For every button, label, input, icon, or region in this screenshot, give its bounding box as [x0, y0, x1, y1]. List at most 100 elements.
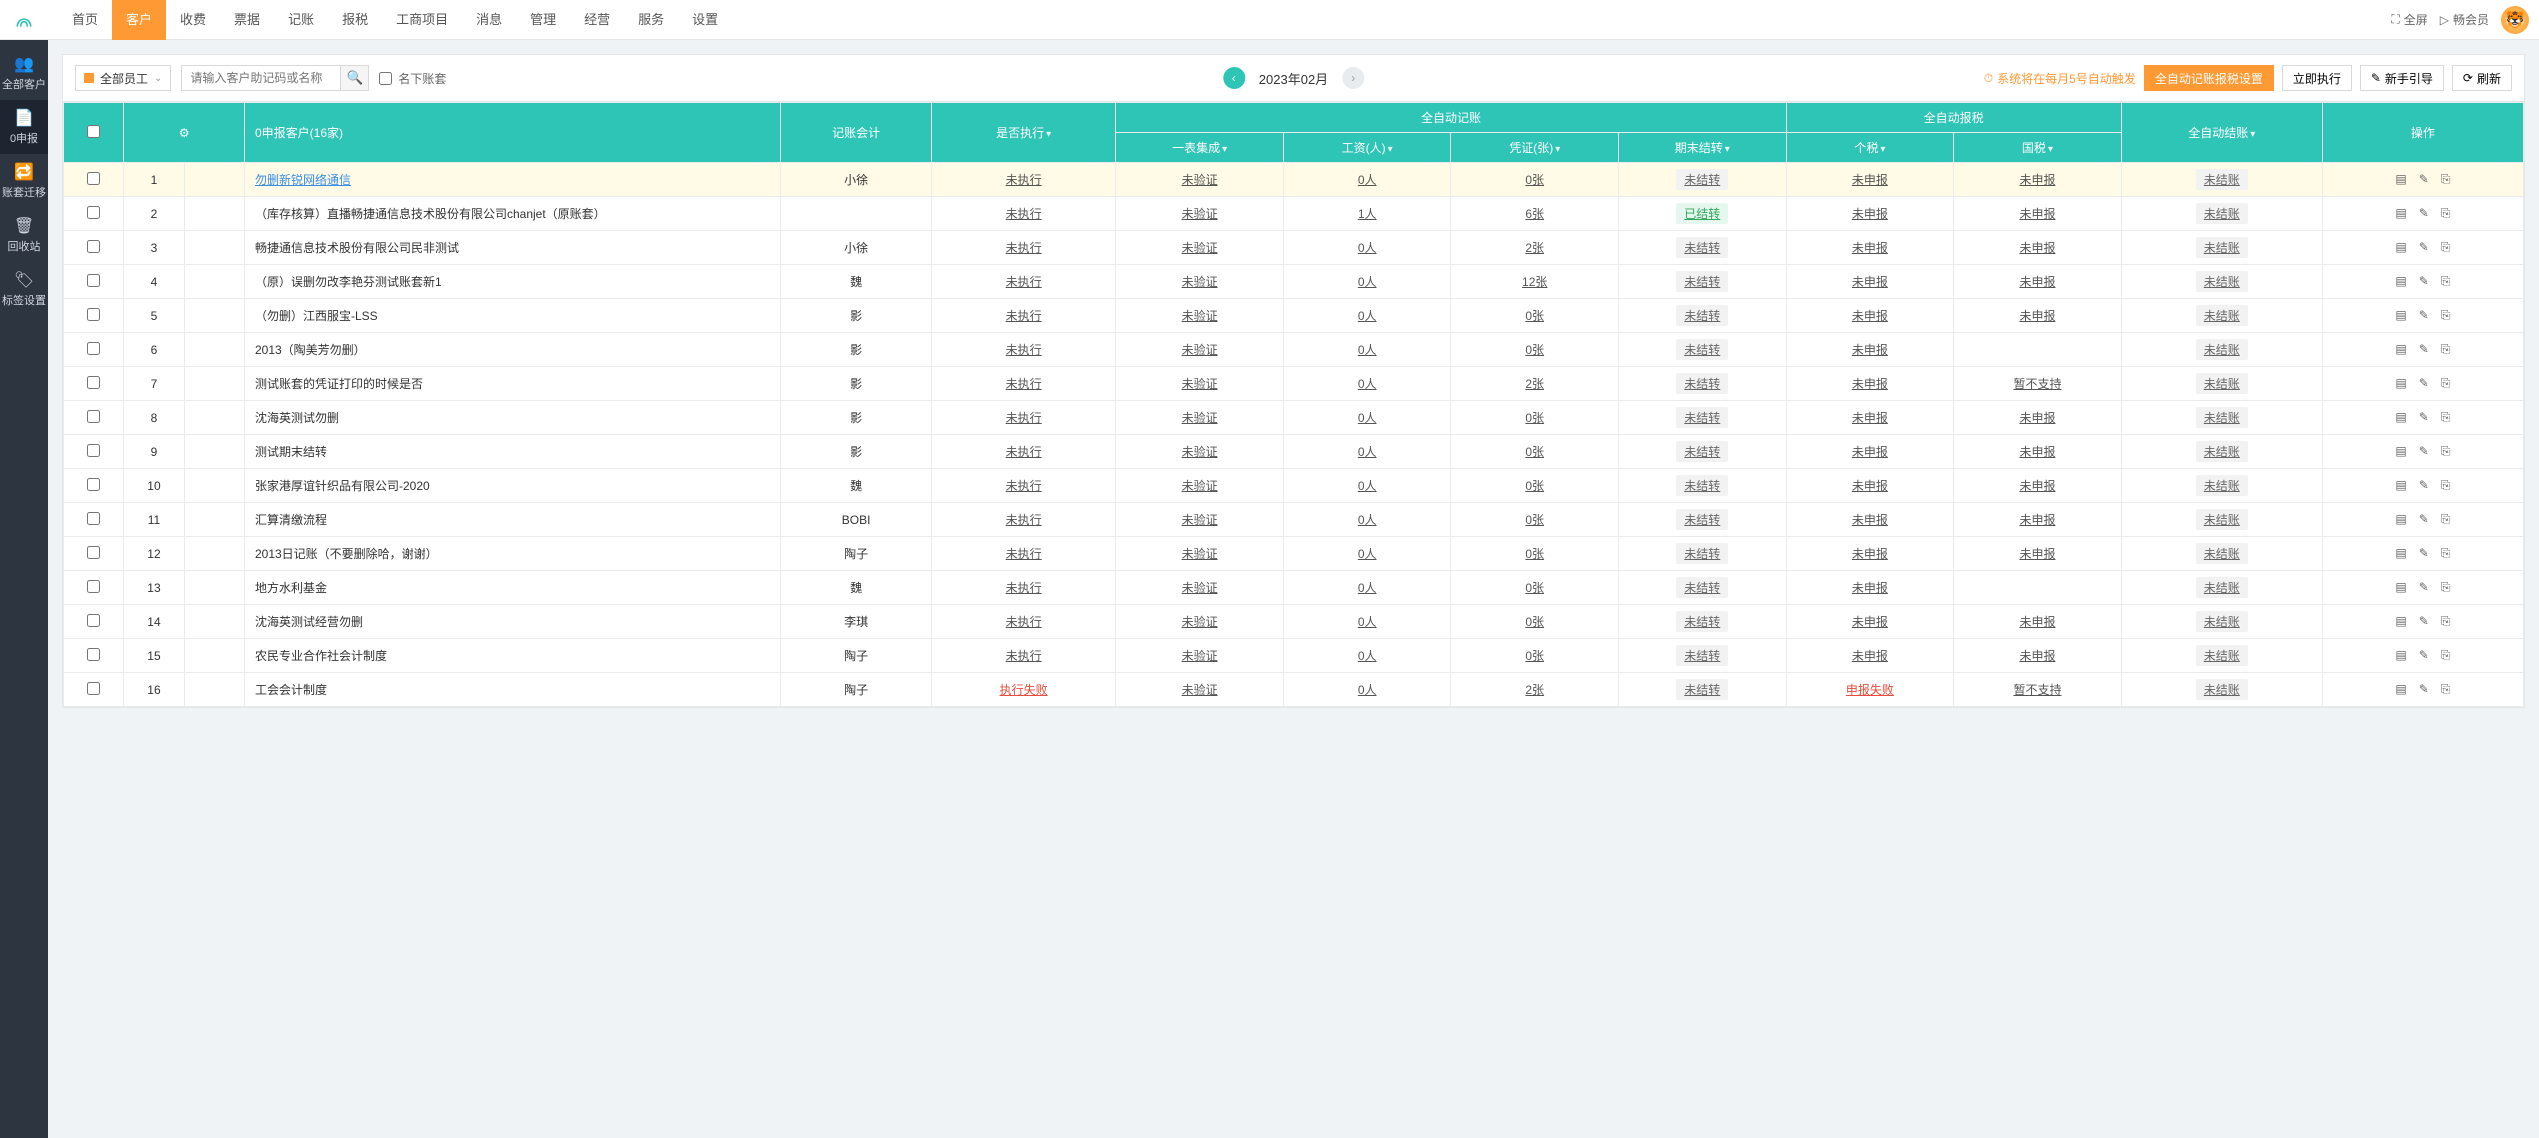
op-edit-icon[interactable]: ✎ — [2419, 648, 2429, 663]
row-checkbox[interactable] — [87, 376, 100, 389]
row-checkbox[interactable] — [87, 546, 100, 559]
row-checkbox[interactable] — [87, 512, 100, 525]
op-view-icon[interactable]: ▤ — [2395, 546, 2406, 561]
settle-cell[interactable]: 未结账 — [2196, 577, 2248, 598]
salary-cell[interactable]: 0人 — [1358, 581, 1377, 595]
op-export-icon[interactable]: ⎘ — [2441, 376, 2451, 391]
col-voucher[interactable]: 凭证(张)▾ — [1451, 133, 1619, 163]
ntax-cell[interactable]: 未申报 — [2019, 309, 2055, 323]
voucher-cell[interactable]: 0张 — [1525, 615, 1544, 629]
ptax-cell[interactable]: 未申报 — [1852, 479, 1888, 493]
salary-cell[interactable]: 0人 — [1358, 173, 1377, 187]
exec-cell[interactable]: 未执行 — [1006, 275, 1042, 289]
integrate-cell[interactable]: 未验证 — [1182, 581, 1218, 595]
col-salary[interactable]: 工资(人)▾ — [1283, 133, 1451, 163]
ptax-cell[interactable]: 未申报 — [1852, 207, 1888, 221]
exec-cell[interactable]: 未执行 — [1006, 411, 1042, 425]
op-view-icon[interactable]: ▤ — [2395, 444, 2406, 459]
ptax-cell[interactable]: 未申报 — [1852, 445, 1888, 459]
op-export-icon[interactable]: ⎘ — [2441, 478, 2451, 493]
ntax-cell[interactable]: 未申报 — [2019, 275, 2055, 289]
nav-item-11[interactable]: 设置 — [678, 0, 732, 40]
ntax-cell[interactable]: 未申报 — [2019, 173, 2055, 187]
row-checkbox[interactable] — [87, 410, 100, 423]
voucher-cell[interactable]: 2张 — [1525, 377, 1544, 391]
salary-cell[interactable]: 0人 — [1358, 683, 1377, 697]
op-edit-icon[interactable]: ✎ — [2419, 172, 2429, 187]
ntax-cell[interactable]: 未申报 — [2019, 207, 2055, 221]
voucher-cell[interactable]: 6张 — [1525, 207, 1544, 221]
col-ptax[interactable]: 个税▾ — [1786, 133, 1954, 163]
ptax-cell[interactable]: 未申报 — [1852, 343, 1888, 357]
settle-cell[interactable]: 未结账 — [2196, 407, 2248, 428]
settle-cell[interactable]: 未结账 — [2196, 203, 2248, 224]
period-end-cell[interactable]: 已结转 — [1676, 203, 1728, 224]
exec-cell[interactable]: 执行失败 — [1000, 683, 1048, 697]
op-edit-icon[interactable]: ✎ — [2419, 206, 2429, 221]
settle-cell[interactable]: 未结账 — [2196, 237, 2248, 258]
month-prev-button[interactable]: ‹ — [1223, 67, 1245, 89]
settle-cell[interactable]: 未结账 — [2196, 373, 2248, 394]
op-edit-icon[interactable]: ✎ — [2419, 546, 2429, 561]
op-export-icon[interactable]: ⎘ — [2441, 682, 2451, 697]
newbie-guide-button[interactable]: ✎ 新手引导 — [2360, 65, 2444, 91]
salary-cell[interactable]: 0人 — [1358, 343, 1377, 357]
settle-cell[interactable]: 未结账 — [2196, 169, 2248, 190]
period-end-cell[interactable]: 未结转 — [1676, 611, 1728, 632]
row-checkbox[interactable] — [87, 274, 100, 287]
gear-icon[interactable]: ⚙ — [179, 126, 190, 140]
op-view-icon[interactable]: ▤ — [2395, 308, 2406, 323]
integrate-cell[interactable]: 未验证 — [1182, 411, 1218, 425]
integrate-cell[interactable]: 未验证 — [1182, 207, 1218, 221]
member-button[interactable]: ▷ 畅会员 — [2440, 11, 2489, 28]
period-end-cell[interactable]: 未结转 — [1676, 305, 1728, 326]
op-export-icon[interactable]: ⎘ — [2441, 342, 2451, 357]
mascot-icon[interactable]: 🐯 — [2501, 6, 2529, 34]
salary-cell[interactable]: 0人 — [1358, 377, 1377, 391]
row-checkbox[interactable] — [87, 240, 100, 253]
settle-cell[interactable]: 未结账 — [2196, 509, 2248, 530]
period-end-cell[interactable]: 未结转 — [1676, 407, 1728, 428]
voucher-cell[interactable]: 2张 — [1525, 683, 1544, 697]
exec-cell[interactable]: 未执行 — [1006, 343, 1042, 357]
salary-cell[interactable]: 0人 — [1358, 411, 1377, 425]
op-view-icon[interactable]: ▤ — [2395, 512, 2406, 527]
period-end-cell[interactable]: 未结转 — [1676, 679, 1728, 700]
op-export-icon[interactable]: ⎘ — [2441, 410, 2451, 425]
sidebar-item-3[interactable]: 🗑回收站 — [0, 208, 48, 262]
op-export-icon[interactable]: ⎘ — [2441, 512, 2451, 527]
ntax-cell[interactable]: 未申报 — [2019, 411, 2055, 425]
salary-cell[interactable]: 1人 — [1358, 207, 1377, 221]
exec-cell[interactable]: 未执行 — [1006, 479, 1042, 493]
period-end-cell[interactable]: 未结转 — [1676, 441, 1728, 462]
exec-cell[interactable]: 未执行 — [1006, 445, 1042, 459]
voucher-cell[interactable]: 0张 — [1525, 479, 1544, 493]
select-all-checkbox[interactable] — [87, 125, 100, 138]
ptax-cell[interactable]: 未申报 — [1852, 241, 1888, 255]
period-end-cell[interactable]: 未结转 — [1676, 271, 1728, 292]
voucher-cell[interactable]: 0张 — [1525, 649, 1544, 663]
op-export-icon[interactable]: ⎘ — [2441, 172, 2451, 187]
period-end-cell[interactable]: 未结转 — [1676, 237, 1728, 258]
integrate-cell[interactable]: 未验证 — [1182, 241, 1218, 255]
salary-cell[interactable]: 0人 — [1358, 309, 1377, 323]
exec-cell[interactable]: 未执行 — [1006, 173, 1042, 187]
settle-cell[interactable]: 未结账 — [2196, 475, 2248, 496]
exec-cell[interactable]: 未执行 — [1006, 615, 1042, 629]
op-export-icon[interactable]: ⎘ — [2441, 308, 2451, 323]
nav-item-6[interactable]: 工商项目 — [382, 0, 462, 40]
nav-item-7[interactable]: 消息 — [462, 0, 516, 40]
op-export-icon[interactable]: ⎘ — [2441, 240, 2451, 255]
nav-item-2[interactable]: 收费 — [166, 0, 220, 40]
ptax-cell[interactable]: 申报失败 — [1846, 683, 1894, 697]
ptax-cell[interactable]: 未申报 — [1852, 173, 1888, 187]
exec-cell[interactable]: 未执行 — [1006, 649, 1042, 663]
op-export-icon[interactable]: ⎘ — [2441, 444, 2451, 459]
own-accounts-checkbox[interactable]: 名下账套 — [379, 70, 446, 87]
search-button[interactable]: 🔍 — [341, 65, 369, 91]
exec-cell[interactable]: 未执行 — [1006, 547, 1042, 561]
col-period-end[interactable]: 期末结转▾ — [1619, 133, 1787, 163]
fullscreen-button[interactable]: ⛶ 全屏 — [2391, 11, 2427, 28]
ntax-cell[interactable]: 未申报 — [2019, 547, 2055, 561]
op-view-icon[interactable]: ▤ — [2395, 648, 2406, 663]
